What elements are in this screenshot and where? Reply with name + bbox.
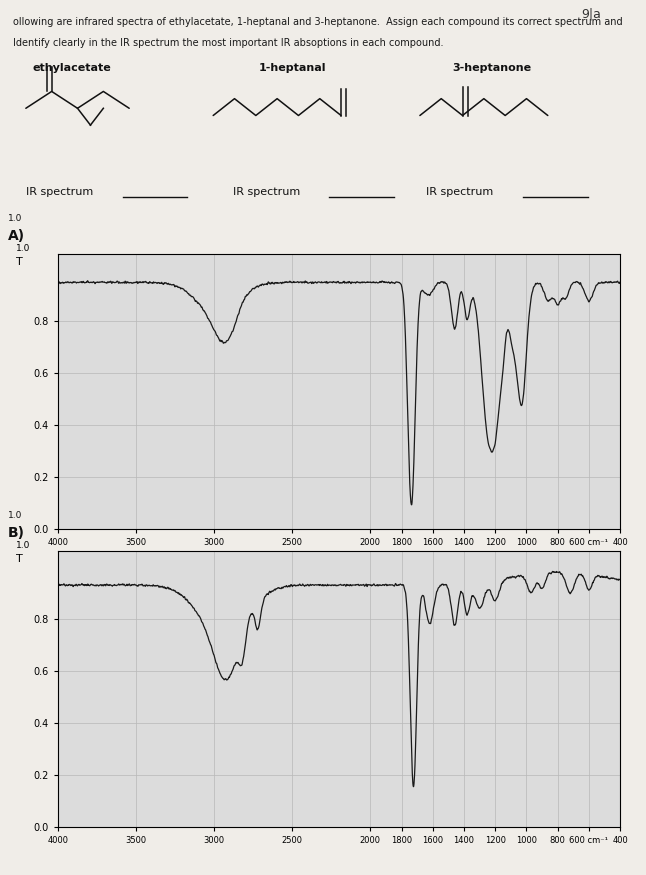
Text: 3-heptanone: 3-heptanone [452,62,531,73]
Text: IR spectrum: IR spectrum [26,187,93,197]
Text: 9|a: 9|a [581,7,601,20]
Text: ollowing are infrared spectra of ethylacetate, 1-heptanal and 3-heptanone.  Assi: ollowing are infrared spectra of ethylac… [13,17,623,27]
Text: 1.0: 1.0 [8,214,22,222]
Text: 1.0: 1.0 [16,244,30,253]
Text: ethylacetate: ethylacetate [32,62,111,73]
Text: 1-heptanal: 1-heptanal [258,62,326,73]
Text: IR spectrum: IR spectrum [426,187,494,197]
Text: T: T [16,256,23,267]
Text: T: T [16,554,23,564]
Text: 1.0: 1.0 [8,511,22,520]
Text: B): B) [8,527,25,541]
Text: A): A) [8,229,25,243]
Text: 1.0: 1.0 [16,542,30,550]
Text: IR spectrum: IR spectrum [233,187,300,197]
Text: Identify clearly in the IR spectrum the most important IR absoptions in each com: Identify clearly in the IR spectrum the … [13,38,443,48]
